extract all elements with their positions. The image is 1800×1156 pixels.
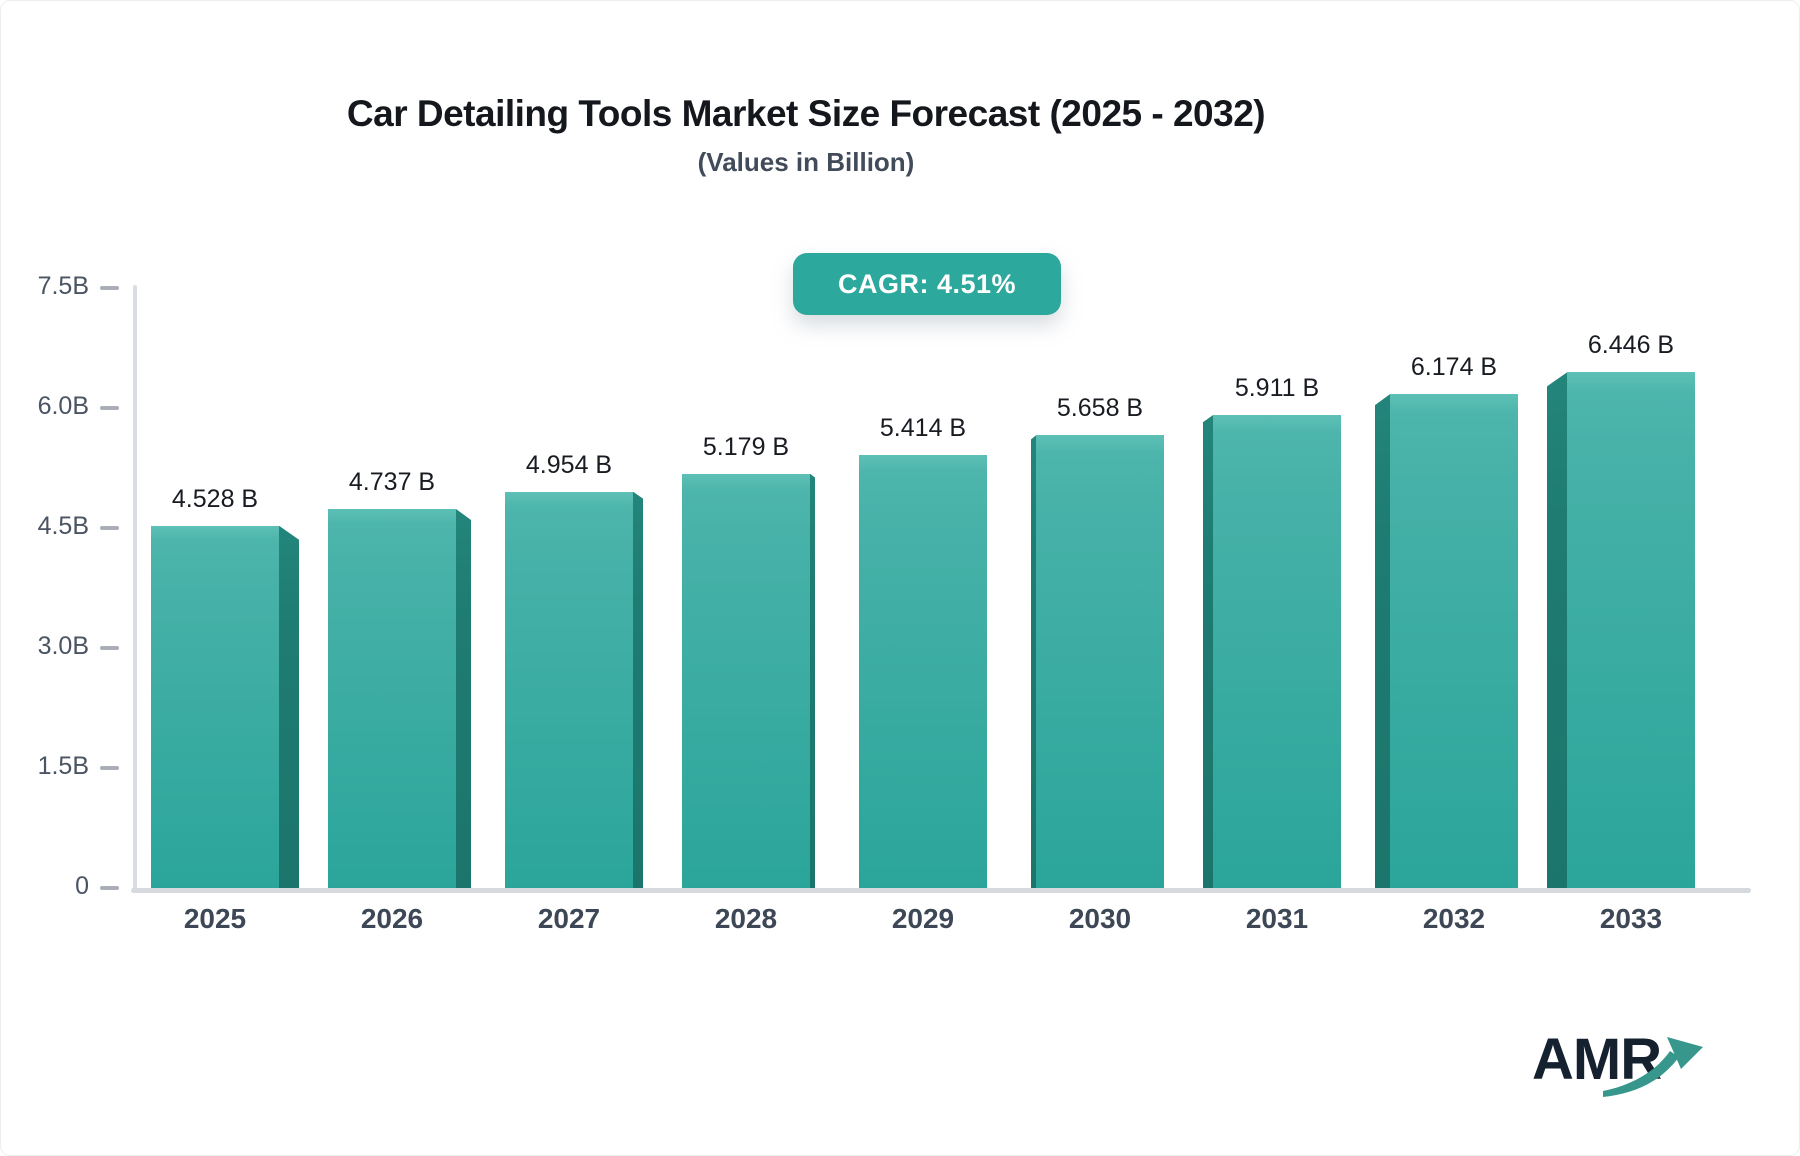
y-axis-label: 4.5B <box>37 512 89 540</box>
bar-side-2031 <box>1203 415 1213 888</box>
y-axis-line <box>133 285 137 891</box>
bar-value-label-2025: 4.528 B <box>171 484 259 513</box>
bar-side-2032 <box>1375 394 1390 888</box>
amr-logo: AMR <box>1511 1023 1771 1133</box>
x-axis-label-2030: 2030 <box>1068 903 1132 934</box>
x-axis-label-2025: 2025 <box>183 903 247 934</box>
chart-subtitle: (Values in Billion) <box>697 147 915 177</box>
growth-arrow-icon <box>1603 1037 1703 1097</box>
y-axis-label: 0 <box>75 872 89 900</box>
x-axis-label-2029: 2029 <box>891 903 955 934</box>
bar-side-2028 <box>810 473 815 888</box>
y-axis-tick <box>100 646 119 650</box>
y-axis-label: 6.0B <box>37 392 89 420</box>
bar-side-2033 <box>1547 372 1567 888</box>
x-axis-label-2028: 2028 <box>714 903 778 934</box>
bar-value-label-2031: 5.911 B <box>1234 374 1320 403</box>
x-axis-label-2032: 2032 <box>1422 903 1486 934</box>
bar-value-label-2032: 6.174 B <box>1410 353 1498 382</box>
y-axis-tick <box>100 406 119 410</box>
bar-side-2027 <box>633 491 643 888</box>
bar-value-label-2027: 4.954 B <box>525 450 613 479</box>
y-axis-tick <box>100 886 119 890</box>
cagr-badge: CAGR: 4.51% <box>793 253 1061 315</box>
y-axis-tick <box>100 286 119 290</box>
x-axis-label-2033: 2033 <box>1599 903 1663 934</box>
x-axis-line <box>131 888 1751 893</box>
bar-value-label-2030: 5.658 B <box>1056 394 1144 423</box>
bar-side-2030 <box>1031 435 1036 888</box>
bar-value-label-2033: 6.446 B <box>1587 331 1675 360</box>
cagr-badge-label: CAGR: 4.51% <box>837 268 1017 299</box>
bar-2028 <box>682 473 810 888</box>
y-axis-label: 1.5B <box>37 752 89 780</box>
y-axis-label: 7.5B <box>37 272 89 300</box>
bar-2026 <box>328 509 456 888</box>
bar-2029 <box>859 454 987 888</box>
y-axis-tick <box>100 766 119 770</box>
bar-2033 <box>1567 372 1695 888</box>
bar-side-2026 <box>456 509 471 888</box>
bar-2027 <box>505 491 633 888</box>
bar-value-label-2028: 5.179 B <box>702 432 790 461</box>
chart-title: Car Detailing Tools Market Size Forecast… <box>346 93 1266 134</box>
x-axis-label-2026: 2026 <box>360 903 424 934</box>
bar-2030 <box>1036 435 1164 888</box>
y-axis-tick <box>100 526 119 530</box>
bar-2025 <box>151 525 279 888</box>
x-axis-label-2031: 2031 <box>1245 903 1309 934</box>
bar-value-label-2029: 5.414 B <box>879 413 967 442</box>
bar-2032 <box>1390 394 1518 888</box>
bar-value-label-2026: 4.737 B <box>348 468 436 497</box>
bar-2031 <box>1213 415 1341 888</box>
bar-side-2025 <box>279 525 299 888</box>
y-axis-label: 3.0B <box>37 632 89 660</box>
x-axis-label-2027: 2027 <box>537 903 601 934</box>
